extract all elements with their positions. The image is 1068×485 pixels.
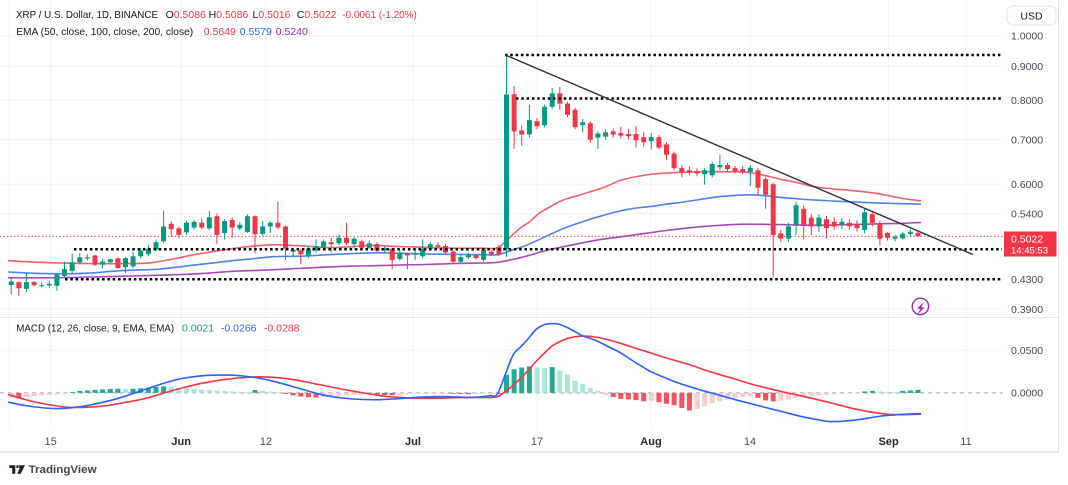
svg-text:12: 12	[260, 436, 272, 448]
svg-text:0.8000: 0.8000	[1011, 95, 1043, 107]
svg-text:0.5400: 0.5400	[1011, 208, 1043, 220]
svg-text:-0.0061 (-1.20%): -0.0061 (-1.20%)	[342, 9, 417, 21]
svg-text:0.0500: 0.0500	[1011, 345, 1043, 357]
svg-text:L0.5016: L0.5016	[253, 9, 291, 21]
svg-text:0.4300: 0.4300	[1011, 274, 1043, 286]
svg-text:-0.0288: -0.0288	[264, 323, 300, 335]
svg-text:EMA (50, close, 100, close, 20: EMA (50, close, 100, close, 200, close)	[16, 26, 193, 38]
svg-text:0.7000: 0.7000	[1011, 134, 1043, 146]
svg-text:0.3900: 0.3900	[1011, 304, 1043, 316]
svg-text:0.9000: 0.9000	[1011, 61, 1043, 73]
svg-text:0.5022: 0.5022	[1011, 234, 1043, 246]
svg-text:MACD (12, 26, close, 9, EMA, E: MACD (12, 26, close, 9, EMA, EMA)	[16, 323, 174, 335]
svg-text:0.0021: 0.0021	[182, 323, 214, 335]
svg-text:Jun: Jun	[171, 436, 191, 448]
svg-text:O0.5086: O0.5086	[166, 9, 206, 21]
svg-text:0.6000: 0.6000	[1011, 179, 1043, 191]
svg-text:TradingView: TradingView	[29, 464, 97, 476]
svg-text:11: 11	[960, 436, 971, 448]
svg-text:Sep: Sep	[879, 436, 899, 448]
svg-text:0.5649: 0.5649	[204, 26, 236, 38]
svg-text:0.5579: 0.5579	[240, 26, 272, 38]
svg-text:14:45:53: 14:45:53	[1011, 246, 1048, 257]
svg-text:Aug: Aug	[640, 436, 661, 448]
svg-text:0.0000: 0.0000	[1011, 388, 1043, 400]
svg-text:XRP / U.S. Dollar, 1D, BINANCE: XRP / U.S. Dollar, 1D, BINANCE	[16, 9, 158, 21]
svg-text:C0.5022: C0.5022	[297, 9, 337, 21]
svg-text:0.5240: 0.5240	[276, 26, 308, 38]
svg-text:-0.0266: -0.0266	[221, 323, 257, 335]
svg-text:17: 17	[531, 436, 543, 448]
svg-text:USD: USD	[1020, 10, 1043, 22]
svg-text:1.0000: 1.0000	[1011, 31, 1043, 43]
svg-text:H0.5086: H0.5086	[209, 9, 249, 21]
svg-text:Jul: Jul	[405, 436, 421, 448]
svg-text:14: 14	[744, 436, 756, 448]
svg-text:15: 15	[44, 436, 56, 448]
